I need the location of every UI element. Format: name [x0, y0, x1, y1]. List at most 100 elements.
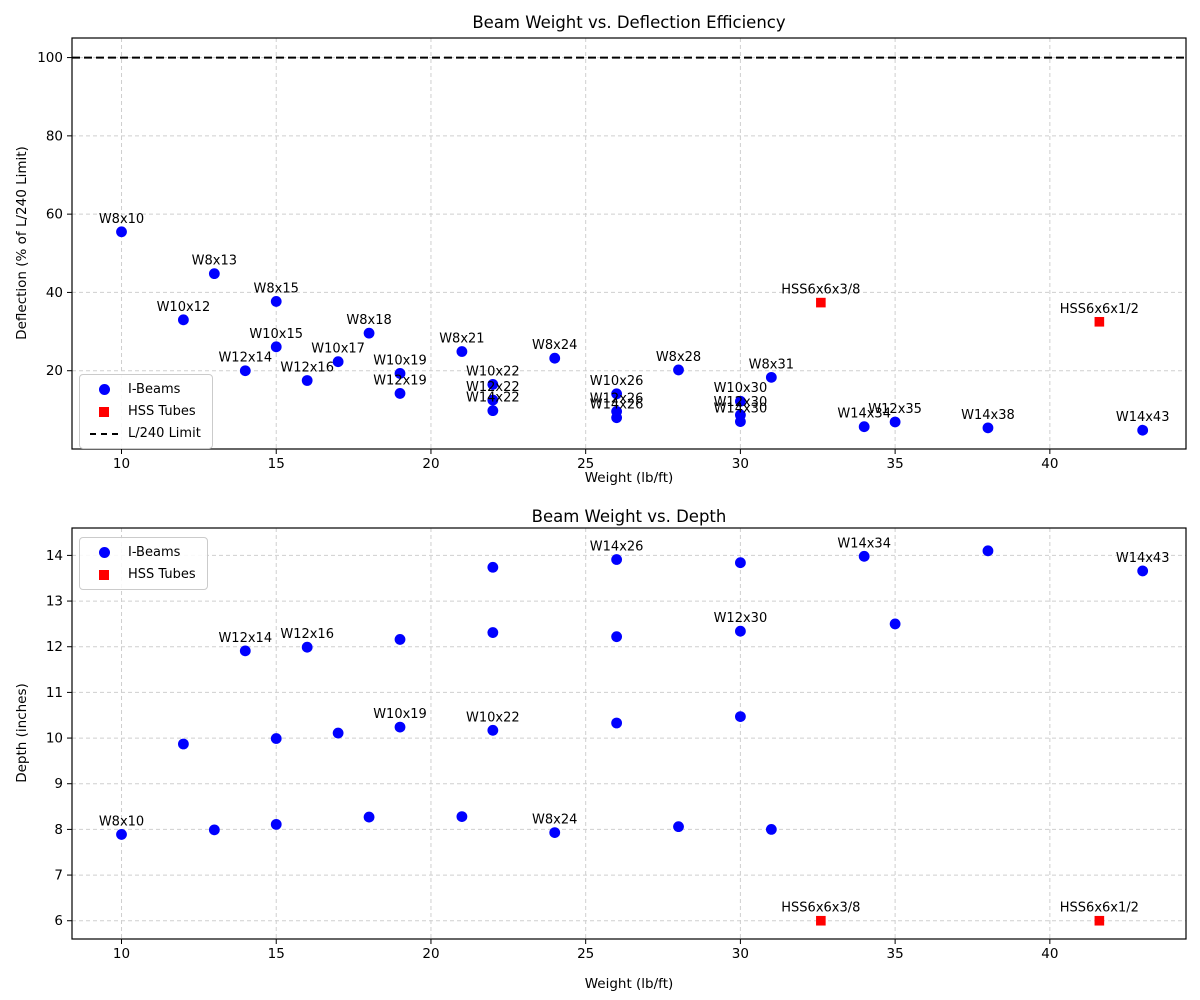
annotation-W8x10: W8x10 [99, 212, 144, 227]
legend-entry: I-Beams [89, 382, 201, 397]
data-point-W8x13 [208, 824, 220, 836]
annotation-W8x28: W8x28 [656, 350, 701, 365]
data-point-W14x38 [982, 422, 994, 434]
annotation-W10x22: W10x22 [466, 364, 520, 379]
data-point-W10x12 [178, 738, 189, 750]
circle-marker-icon [98, 384, 110, 395]
x-tick-label: 40 [1041, 456, 1058, 472]
annotation-W10x17: W10x17 [311, 342, 365, 357]
annotation-HSS6x6x1/2: HSS6x6x1/2 [1060, 901, 1139, 916]
data-point-W14x38 [982, 545, 994, 557]
x-axis-label: Weight (lb/ft) [584, 470, 674, 486]
data-point-W12x16 [301, 641, 313, 653]
x-tick-label: 20 [422, 456, 439, 472]
depth-chart: Beam Weight vs. Depth Depth (inches) 10 1… [0, 500, 1200, 1000]
data-point-W10x19 [394, 721, 406, 733]
legend-label: L/240 Limit [128, 426, 201, 441]
data-point-W12x14 [239, 365, 251, 377]
x-tick-label: 40 [1041, 946, 1058, 962]
x-tick-label: 35 [887, 456, 904, 472]
data-point-W10x22 [487, 379, 499, 390]
data-point-W12x35 [889, 416, 901, 428]
data-point-W8x15 [270, 296, 282, 307]
chart-title: Beam Weight vs. Depth [531, 507, 727, 526]
annotation-W12x19: W12x19 [373, 373, 427, 388]
axes-frame [71, 37, 1187, 450]
data-point-W10x30 [735, 395, 746, 407]
y-tick-label: 14 [46, 548, 63, 564]
square-marker-icon [99, 569, 109, 580]
data-point-W12x19 [394, 634, 406, 645]
legend-entry: HSS Tubes [89, 567, 196, 582]
data-point-HSS6x6x3/8 [816, 297, 826, 308]
y-tick-label: 6 [54, 913, 63, 929]
x-axis-label: Weight (lb/ft) [584, 976, 674, 992]
data-point-W8x18 [363, 811, 375, 823]
annotation-W8x13: W8x13 [192, 254, 237, 269]
data-point-W10x19 [394, 368, 406, 379]
annotation-W14x34: W14x34 [837, 407, 891, 422]
annotation-W14x34: W14x34 [837, 536, 891, 551]
y-tick-label: 8 [54, 822, 63, 838]
x-tick-label: 15 [268, 456, 285, 472]
y-tick-label: 7 [54, 868, 63, 884]
data-point-W12x19 [394, 388, 406, 399]
y-tick-label: 10 [46, 731, 63, 747]
annotation-W8x18: W8x18 [346, 313, 391, 328]
data-point-W8x28 [673, 821, 684, 833]
y-tick-label: 20 [46, 363, 63, 379]
data-point-W14x30 [735, 557, 746, 569]
data-point-W8x28 [673, 364, 684, 376]
data-point-W12x22 [487, 627, 499, 638]
annotation-W14x26: W14x26 [590, 540, 644, 555]
data-point-W10x15 [270, 341, 282, 353]
data-point-W14x22 [487, 561, 499, 573]
annotation-W8x24: W8x24 [532, 813, 577, 828]
annotation-W10x30: W10x30 [714, 381, 768, 396]
data-point-W8x24 [549, 827, 561, 838]
legend-entry: L/240 Limit [89, 426, 201, 441]
plot-area: 10 15 20 25 30 35 40 6 7 8 9 10 11 12 13 14 W8x10 W12x14 W… [46, 527, 1187, 962]
y-tick-label: 13 [46, 594, 63, 610]
annotation-W10x19: W10x19 [373, 353, 427, 368]
y-tick-label: 12 [46, 639, 63, 655]
legend-label: I-Beams [128, 545, 181, 560]
data-point-W14x26 [611, 554, 623, 565]
annotation-W8x10: W8x10 [99, 814, 144, 829]
legend-entry: HSS Tubes [89, 404, 201, 419]
annotation-W12x30: W12x30 [714, 611, 768, 626]
data-point-W12x22 [487, 394, 499, 406]
data-point-W8x31 [765, 371, 777, 383]
annotation-W10x12: W10x12 [157, 300, 211, 315]
legend: I-Beams HSS Tubes [79, 537, 208, 590]
circle-marker-icon [98, 547, 110, 558]
annotation-W8x15: W8x15 [254, 281, 299, 296]
data-point-HSS6x6x3/8 [816, 915, 826, 926]
data-point-W10x26 [611, 717, 623, 729]
data-point-W14x34 [858, 421, 870, 433]
y-tick-label: 100 [37, 50, 63, 66]
x-tick-label: 10 [113, 946, 130, 962]
annotation-W14x30: W14x30 [714, 402, 768, 417]
data-point-W8x18 [363, 327, 375, 339]
data-point-W8x31 [765, 824, 777, 835]
y-tick-label: 60 [46, 207, 63, 223]
data-point-W14x43 [1137, 565, 1149, 577]
annotation-HSS6x6x3/8: HSS6x6x3/8 [781, 901, 860, 916]
y-tick-label: 40 [46, 285, 63, 301]
data-point-W14x34 [858, 550, 870, 562]
dashed-line-icon [90, 432, 118, 435]
x-tick-label: 30 [732, 946, 749, 962]
data-point-W12x14 [239, 645, 251, 657]
data-point-W8x24 [549, 352, 561, 364]
x-tick-label: 35 [887, 946, 904, 962]
x-tick-label: 30 [732, 456, 749, 472]
annotation-W12x22: W12x22 [466, 380, 520, 395]
annotation-W14x43: W14x43 [1116, 410, 1170, 425]
data-point-W12x26 [611, 631, 623, 643]
data-point-W8x10 [116, 226, 127, 238]
annotation-W8x21: W8x21 [439, 332, 484, 347]
x-tick-label: 25 [577, 946, 594, 962]
data-point-W10x26 [611, 388, 623, 400]
data-point-W8x15 [270, 818, 282, 830]
